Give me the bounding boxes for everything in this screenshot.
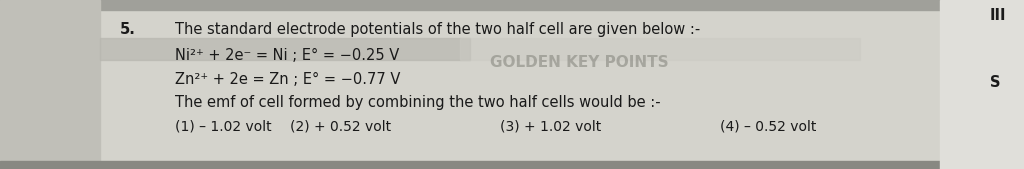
Text: 5.: 5. (120, 22, 136, 37)
Bar (0, 161, 1024, 169)
Bar (0, 0, 1024, 10)
Text: GOLDEN KEY POINTS: GOLDEN KEY POINTS (490, 55, 669, 70)
Text: The emf of cell formed by combining the two half cells would be :-: The emf of cell formed by combining the … (175, 95, 660, 110)
Text: III: III (990, 8, 1007, 23)
Bar (940, 0, 1024, 169)
Text: (2) + 0.52 volt: (2) + 0.52 volt (290, 120, 391, 134)
Text: (1) – 1.02 volt: (1) – 1.02 volt (175, 120, 271, 134)
Bar (100, 38, 470, 60)
Text: Zn²⁺ + 2e = Zn ; E° = −0.77 V: Zn²⁺ + 2e = Zn ; E° = −0.77 V (175, 72, 400, 87)
Text: S: S (990, 75, 1000, 90)
Text: (4) – 0.52 volt: (4) – 0.52 volt (720, 120, 816, 134)
Bar (0, 0, 100, 169)
Text: Ni²⁺ + 2e⁻ = Ni ; E° = −0.25 V: Ni²⁺ + 2e⁻ = Ni ; E° = −0.25 V (175, 48, 399, 63)
Text: (3) + 1.02 volt: (3) + 1.02 volt (500, 120, 601, 134)
Text: The standard electrode potentials of the two half cell are given below :-: The standard electrode potentials of the… (175, 22, 700, 37)
Bar (460, 38, 860, 60)
